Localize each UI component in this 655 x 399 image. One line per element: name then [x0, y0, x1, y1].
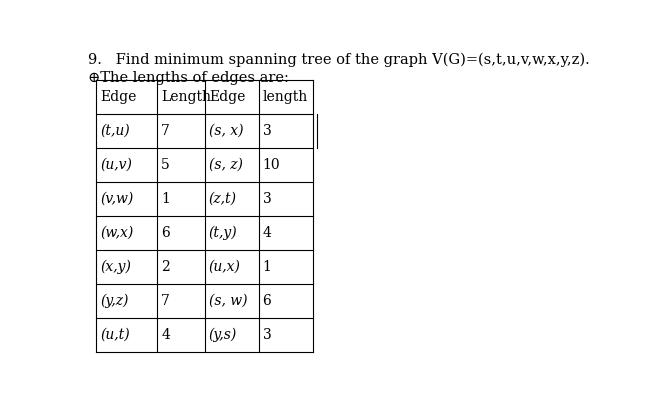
Text: (y,s): (y,s) — [209, 328, 237, 342]
Text: 6: 6 — [263, 294, 271, 308]
Text: (x,y): (x,y) — [100, 260, 131, 274]
Text: 1: 1 — [263, 260, 271, 274]
Text: (s, z): (s, z) — [209, 158, 242, 172]
Text: 9.   Find minimum spanning tree of the graph V(G)=(s,t,u,v,w,x,y,z).: 9. Find minimum spanning tree of the gra… — [88, 53, 590, 67]
Text: 10: 10 — [263, 158, 280, 172]
Text: (z,t): (z,t) — [209, 192, 236, 206]
Text: length: length — [263, 90, 308, 104]
Text: (s, x): (s, x) — [209, 124, 243, 138]
Text: 5: 5 — [161, 158, 170, 172]
Text: 4: 4 — [263, 226, 271, 240]
Text: 1: 1 — [161, 192, 170, 206]
Text: (v,w): (v,w) — [100, 192, 134, 206]
Text: (u,v): (u,v) — [100, 158, 132, 172]
Text: 3: 3 — [263, 192, 271, 206]
Text: 7: 7 — [161, 294, 170, 308]
Text: (t,y): (t,y) — [209, 226, 237, 240]
Text: (s, w): (s, w) — [209, 294, 248, 308]
Text: (u,t): (u,t) — [100, 328, 130, 342]
Text: 7: 7 — [161, 124, 170, 138]
Text: (w,x): (w,x) — [100, 226, 134, 240]
Text: Length: Length — [161, 90, 211, 104]
Text: ⊕The lengths of edges are:: ⊕The lengths of edges are: — [88, 71, 289, 85]
Text: (t,u): (t,u) — [100, 124, 130, 138]
Text: Edge: Edge — [100, 90, 136, 104]
Text: (u,x): (u,x) — [209, 260, 240, 274]
Text: (y,z): (y,z) — [100, 294, 128, 308]
Text: 4: 4 — [161, 328, 170, 342]
Text: Edge: Edge — [209, 90, 245, 104]
Text: 3: 3 — [263, 328, 271, 342]
Text: 2: 2 — [161, 260, 170, 274]
Text: 3: 3 — [263, 124, 271, 138]
Text: 6: 6 — [161, 226, 170, 240]
